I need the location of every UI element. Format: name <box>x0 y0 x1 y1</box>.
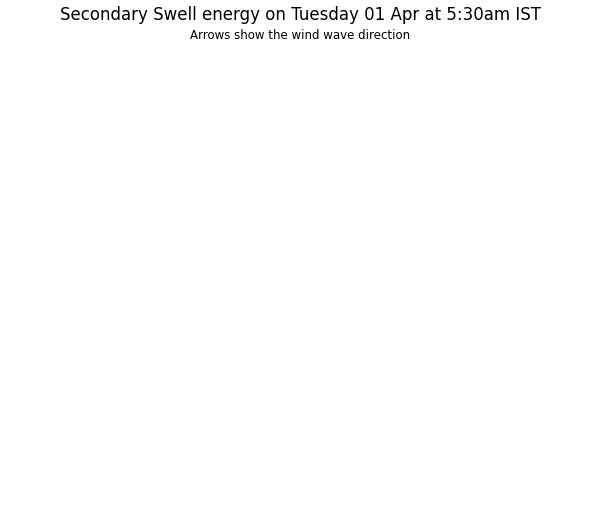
Text: Arrows show the wind wave direction: Arrows show the wind wave direction <box>191 29 410 42</box>
Text: Secondary Swell energy on Tuesday 01 Apr at 5:30am IST: Secondary Swell energy on Tuesday 01 Apr… <box>60 6 541 24</box>
